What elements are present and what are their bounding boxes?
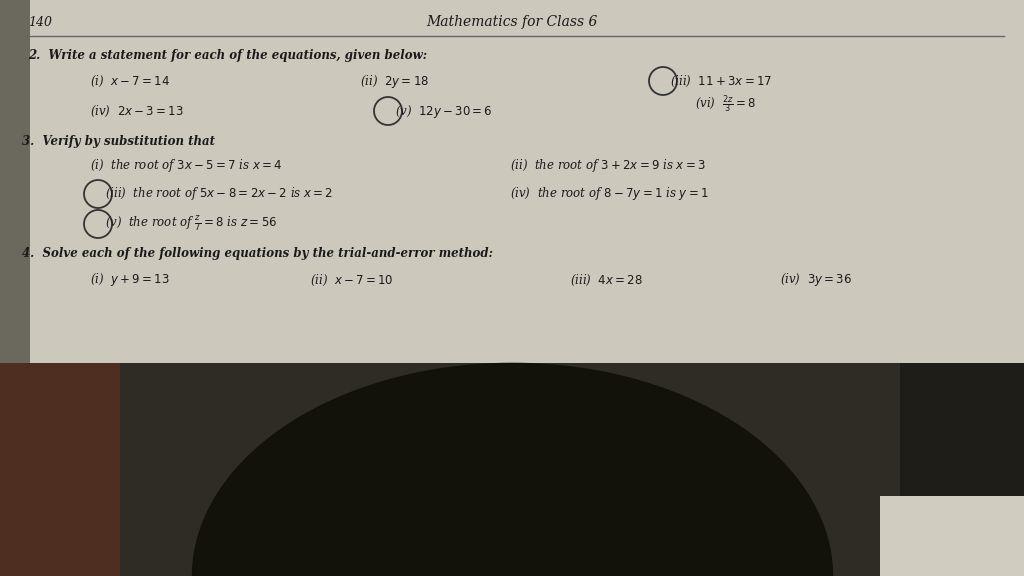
Bar <box>0 363 120 576</box>
Text: (iii)  $11 + 3x = 17$: (iii) $11 + 3x = 17$ <box>670 74 772 89</box>
Text: Mathematics for Class 6: Mathematics for Class 6 <box>426 15 598 29</box>
Text: (ii)  $2y = 18$: (ii) $2y = 18$ <box>360 73 429 89</box>
Text: (v)  the root of $\frac{z}{7} = 8$ is $z = 56$: (v) the root of $\frac{z}{7} = 8$ is $z … <box>105 214 278 233</box>
Text: 140: 140 <box>28 16 52 28</box>
Bar <box>0 0 30 363</box>
Text: (iv)  $3y = 36$: (iv) $3y = 36$ <box>780 271 852 289</box>
Text: (i)  the root of $3x - 5 = 7$ is $x = 4$: (i) the root of $3x - 5 = 7$ is $x = 4$ <box>90 157 283 175</box>
Text: (ii)  $x - 7 = 10$: (ii) $x - 7 = 10$ <box>310 272 393 287</box>
Text: (i)  $y + 9 = 13$: (i) $y + 9 = 13$ <box>90 271 170 289</box>
Bar <box>0 363 1024 576</box>
Text: (ii)  the root of $3 + 2x = 9$ is $x = 3$: (ii) the root of $3 + 2x = 9$ is $x = 3$ <box>510 157 706 175</box>
Bar <box>900 363 1024 576</box>
Text: (iii)  the root of $5x - 8 = 2x - 2$ is $x = 2$: (iii) the root of $5x - 8 = 2x - 2$ is $… <box>105 185 334 203</box>
Text: (iii)  $4x = 28$: (iii) $4x = 28$ <box>570 272 643 287</box>
Text: (v)  $12y - 30 = 6$: (v) $12y - 30 = 6$ <box>395 103 493 119</box>
Text: 2.  Write a statement for each of the equations, given below:: 2. Write a statement for each of the equ… <box>28 50 427 63</box>
Text: (i)  $x - 7 = 14$: (i) $x - 7 = 14$ <box>90 74 170 89</box>
Text: 3.  Verify by substitution that: 3. Verify by substitution that <box>22 135 215 147</box>
Text: (vi)  $\frac{2z}{3} = 8$: (vi) $\frac{2z}{3} = 8$ <box>695 93 756 115</box>
Text: (iv)  the root of $8 - 7y = 1$ is $y = 1$: (iv) the root of $8 - 7y = 1$ is $y = 1$ <box>510 185 709 203</box>
Text: 4.  Solve each of the following equations by the trial-and-error method:: 4. Solve each of the following equations… <box>22 248 493 260</box>
Bar <box>880 496 1024 576</box>
Bar <box>0 0 1024 363</box>
Text: (iv)  $2x - 3 = 13$: (iv) $2x - 3 = 13$ <box>90 104 183 119</box>
